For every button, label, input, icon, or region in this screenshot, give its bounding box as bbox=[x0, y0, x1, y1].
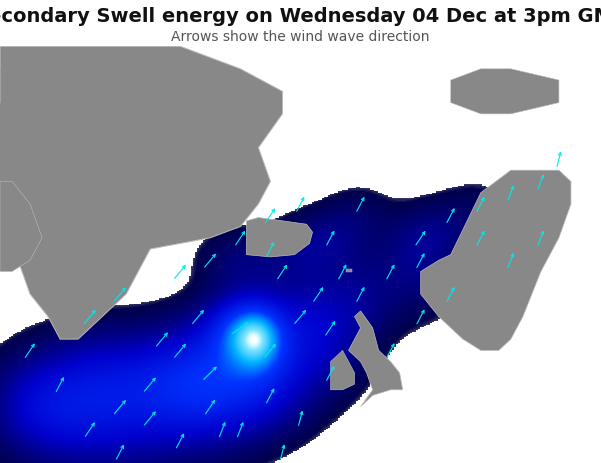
Polygon shape bbox=[331, 350, 355, 390]
Polygon shape bbox=[246, 218, 313, 257]
Polygon shape bbox=[0, 181, 42, 271]
Polygon shape bbox=[421, 170, 571, 350]
Text: Arrows show the wind wave direction: Arrows show the wind wave direction bbox=[171, 30, 430, 44]
Text: Secondary Swell energy on Wednesday 04 Dec at 3pm GMT: Secondary Swell energy on Wednesday 04 D… bbox=[0, 6, 601, 26]
Polygon shape bbox=[0, 46, 282, 339]
Polygon shape bbox=[346, 269, 352, 271]
Polygon shape bbox=[349, 311, 403, 407]
Polygon shape bbox=[451, 69, 559, 114]
